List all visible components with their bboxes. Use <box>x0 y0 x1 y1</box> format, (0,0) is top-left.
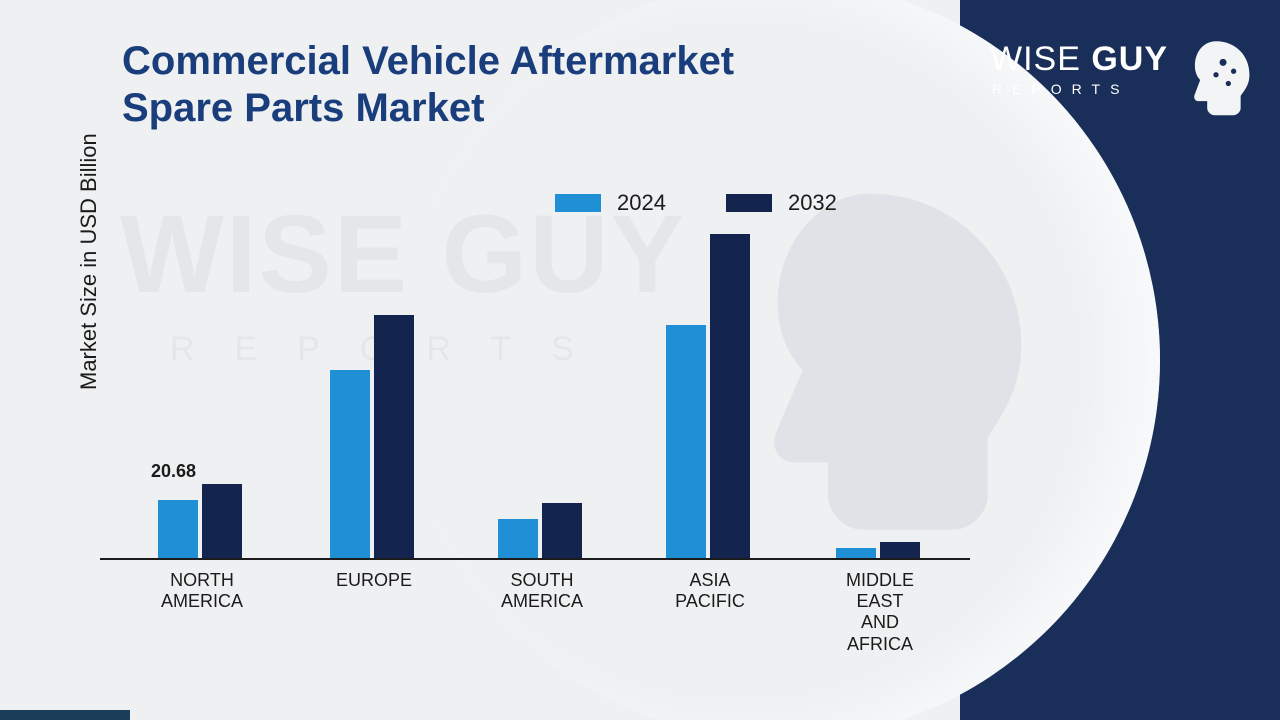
legend-label-2032: 2032 <box>788 190 837 216</box>
chart-legend: 2024 2032 <box>555 190 837 216</box>
bar-2032 <box>202 484 242 558</box>
category-label: MIDDLEEASTANDAFRICA <box>800 560 960 655</box>
y-axis-label: Market Size in USD Billion <box>76 133 102 390</box>
title-line2: Spare Parts Market <box>122 86 484 130</box>
bar-2024 <box>836 548 876 558</box>
legend-swatch-2024 <box>555 194 601 212</box>
bar-2024 <box>158 500 198 558</box>
bar-2032 <box>542 503 582 558</box>
bar-2024 <box>498 519 538 558</box>
bar-2032 <box>710 234 750 558</box>
category-label: SOUTHAMERICA <box>462 560 622 612</box>
title-line1: Commercial Vehicle Aftermarket <box>122 39 734 83</box>
legend-label-2024: 2024 <box>617 190 666 216</box>
brand-head-icon <box>1172 36 1260 124</box>
bar-2024 <box>330 370 370 558</box>
category-label: ASIAPACIFIC <box>630 560 790 612</box>
brand-word-guy: GUY <box>1091 40 1168 78</box>
legend-item-2032: 2032 <box>726 190 837 216</box>
chart-plot-area: NORTHAMERICAEUROPESOUTHAMERICAASIAPACIFI… <box>100 220 970 560</box>
brand-word-wise: WISE <box>990 40 1081 78</box>
legend-item-2024: 2024 <box>555 190 666 216</box>
bar-2032 <box>374 315 414 558</box>
legend-swatch-2032 <box>726 194 772 212</box>
category-label: NORTHAMERICA <box>122 560 282 612</box>
bar-2032 <box>880 542 920 558</box>
footer-accent-bar <box>0 710 130 720</box>
category-label: EUROPE <box>294 560 454 591</box>
bar-2024 <box>666 325 706 558</box>
bar-value-label: 20.68 <box>151 461 196 482</box>
chart-title: Commercial Vehicle Aftermarket Spare Par… <box>122 38 734 132</box>
chart-canvas: WISE GUY REPORTS WISE GUY REPORTS Commer… <box>0 0 1280 720</box>
